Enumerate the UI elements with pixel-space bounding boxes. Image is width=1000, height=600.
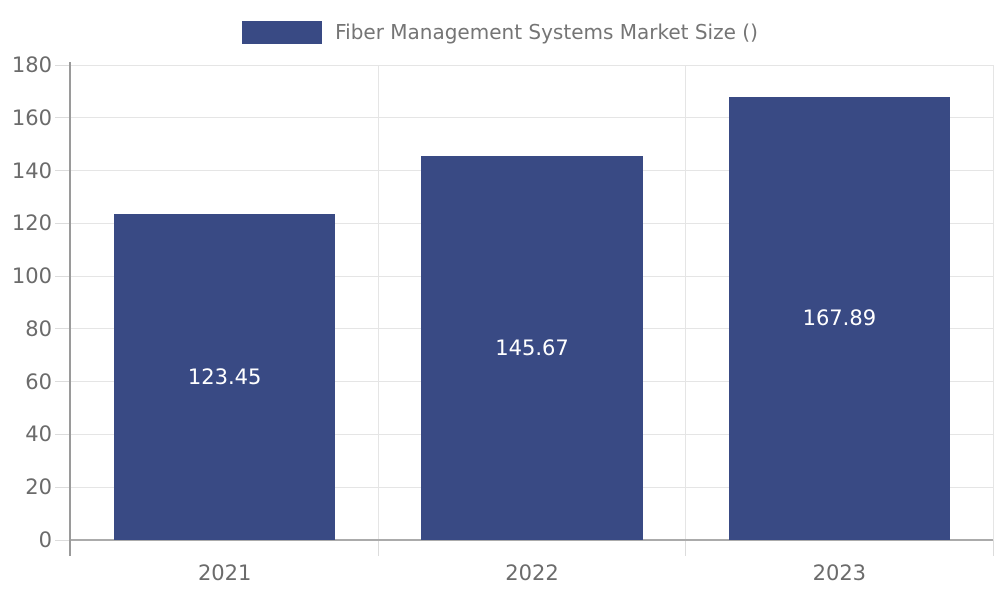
y-tick-label: 140 xyxy=(11,158,52,183)
y-tick-label: 40 xyxy=(25,422,52,447)
x-tick xyxy=(992,540,994,556)
x-tick-label: 2023 xyxy=(812,561,867,585)
gridline-vertical xyxy=(992,65,994,540)
y-tick xyxy=(55,539,71,541)
bar xyxy=(728,96,950,540)
y-tick-label: 180 xyxy=(11,53,52,77)
gridline-vertical xyxy=(377,65,379,540)
bar-value-label: 145.67 xyxy=(495,335,569,360)
y-tick xyxy=(55,222,71,224)
bar-value-label: 167.89 xyxy=(802,306,877,331)
bar xyxy=(421,155,643,540)
legend: Fiber Management Systems Market Size () xyxy=(0,16,1000,48)
y-tick-label: 160 xyxy=(11,105,52,130)
y-tick xyxy=(55,486,71,488)
bar xyxy=(114,214,336,540)
legend-swatch xyxy=(242,20,323,44)
y-tick xyxy=(55,170,71,172)
x-tick-label: 2021 xyxy=(197,561,252,585)
legend-label: Fiber Management Systems Market Size () xyxy=(335,20,758,44)
y-tick xyxy=(55,328,71,330)
gridline-horizontal xyxy=(71,117,993,119)
x-tick-label: 2022 xyxy=(505,561,559,585)
y-tick xyxy=(55,381,71,383)
gridline-vertical xyxy=(685,65,687,540)
y-tick-label: 60 xyxy=(25,369,52,394)
plot-area: 0 20 40 60 80 100 120 140 160 180 123.45 2021 145.67… xyxy=(12,53,994,585)
gridline-horizontal xyxy=(71,64,993,66)
x-tick xyxy=(685,540,687,556)
y-tick xyxy=(55,117,71,119)
y-tick-label: 120 xyxy=(11,211,52,236)
x-axis-baseline xyxy=(71,539,993,541)
bar-value-label: 123.45 xyxy=(187,365,262,390)
x-tick xyxy=(377,540,379,556)
y-tick-label: 80 xyxy=(25,316,52,341)
y-axis-line xyxy=(69,62,71,556)
y-tick xyxy=(55,64,71,66)
y-tick-label: 0 xyxy=(38,528,52,552)
y-tick xyxy=(55,275,71,277)
y-tick xyxy=(55,433,71,435)
y-tick-label: 100 xyxy=(11,264,52,289)
y-tick-label: 20 xyxy=(25,475,52,500)
